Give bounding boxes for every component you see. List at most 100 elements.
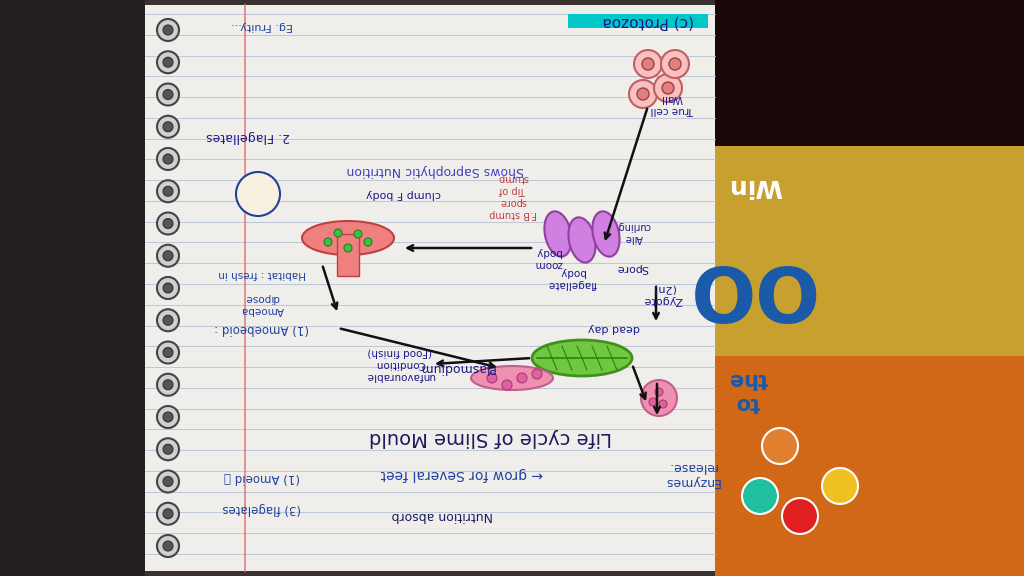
Text: (3) flagelates: (3) flagelates — [222, 502, 301, 514]
Circle shape — [163, 154, 173, 164]
Bar — [568, 14, 708, 28]
Bar — [337, 234, 359, 276]
Circle shape — [634, 50, 662, 78]
Circle shape — [822, 468, 858, 504]
Circle shape — [163, 218, 173, 229]
Text: Eg. Fruity...: Eg. Fruity... — [231, 21, 293, 31]
Circle shape — [782, 498, 818, 534]
Text: 2. Flagellates: 2. Flagellates — [206, 130, 290, 142]
Circle shape — [157, 84, 179, 105]
Ellipse shape — [471, 366, 553, 390]
Circle shape — [334, 229, 342, 237]
Circle shape — [157, 180, 179, 202]
Text: ← grow for Several feet: ← grow for Several feet — [381, 467, 543, 481]
Circle shape — [669, 58, 681, 70]
Text: dead day: dead day — [588, 323, 640, 333]
Circle shape — [517, 373, 527, 383]
Circle shape — [637, 88, 649, 100]
Text: Win: Win — [728, 174, 782, 198]
Ellipse shape — [532, 340, 632, 376]
Circle shape — [157, 342, 179, 363]
Circle shape — [654, 74, 682, 102]
Text: Habitat : fresh in: Habitat : fresh in — [218, 269, 306, 279]
Text: to
the: to the — [728, 369, 768, 412]
Circle shape — [157, 148, 179, 170]
Circle shape — [163, 57, 173, 67]
Text: F.B stump
spore: F.B stump spore — [489, 197, 537, 219]
Circle shape — [163, 251, 173, 261]
Circle shape — [629, 80, 657, 108]
Circle shape — [157, 535, 179, 557]
Text: (1) Amoebeoid :: (1) Amoebeoid : — [215, 321, 309, 335]
Circle shape — [344, 244, 352, 252]
Circle shape — [236, 172, 280, 216]
Text: (c) Protozoa: (c) Protozoa — [602, 14, 694, 29]
Text: Amoeba
dipose: Amoeba dipose — [241, 293, 284, 315]
Ellipse shape — [568, 217, 596, 263]
Circle shape — [324, 238, 332, 246]
Text: OO: OO — [683, 249, 813, 323]
Text: Life cycle of Slime Mould: Life cycle of Slime Mould — [369, 429, 611, 448]
Circle shape — [642, 58, 654, 70]
Circle shape — [502, 380, 512, 390]
Circle shape — [157, 406, 179, 428]
Circle shape — [157, 503, 179, 525]
Circle shape — [532, 369, 542, 379]
Bar — [0, 0, 145, 576]
Circle shape — [163, 283, 173, 293]
Circle shape — [662, 82, 674, 94]
Circle shape — [662, 50, 689, 78]
Circle shape — [157, 309, 179, 331]
Circle shape — [659, 400, 667, 408]
Circle shape — [163, 476, 173, 487]
Bar — [145, 5, 715, 571]
Circle shape — [742, 478, 778, 514]
Circle shape — [163, 186, 173, 196]
Circle shape — [157, 19, 179, 41]
Circle shape — [163, 541, 173, 551]
Circle shape — [157, 213, 179, 234]
Circle shape — [163, 412, 173, 422]
Circle shape — [649, 398, 657, 406]
Text: Plasmodium: Plasmodium — [419, 362, 496, 374]
Text: True cell
Wall: True cell Wall — [650, 93, 693, 115]
Text: Spore: Spore — [616, 263, 648, 273]
Text: (1) Amoeid ।: (1) Amoeid । — [224, 472, 300, 484]
Circle shape — [157, 277, 179, 299]
Circle shape — [163, 315, 173, 325]
Circle shape — [163, 89, 173, 100]
Ellipse shape — [545, 211, 571, 257]
Circle shape — [354, 230, 362, 238]
Circle shape — [157, 51, 179, 73]
Circle shape — [641, 380, 677, 416]
Circle shape — [364, 238, 372, 246]
Text: clump F body: clump F body — [366, 189, 440, 199]
Circle shape — [163, 444, 173, 454]
Text: Tip of
stump: Tip of stump — [498, 173, 528, 195]
Circle shape — [157, 374, 179, 396]
Ellipse shape — [593, 211, 620, 257]
Circle shape — [157, 438, 179, 460]
Circle shape — [487, 373, 497, 383]
Circle shape — [163, 380, 173, 390]
Text: Zygote
(2n): Zygote (2n) — [643, 283, 683, 305]
Text: zoom
body: zoom body — [534, 247, 562, 269]
Text: Aile
curling: Aile curling — [617, 221, 650, 243]
Circle shape — [157, 245, 179, 267]
Circle shape — [762, 428, 798, 464]
Circle shape — [163, 347, 173, 358]
Circle shape — [157, 116, 179, 138]
Circle shape — [163, 25, 173, 35]
Text: flagellate
body: flagellate body — [548, 267, 597, 289]
Bar — [715, 0, 1024, 146]
Text: Nutrition absorb: Nutrition absorb — [391, 510, 493, 522]
Text: Enzymes
release.: Enzymes release. — [664, 460, 720, 488]
Text: unfavourable
Condition
(Food finish): unfavourable Condition (Food finish) — [366, 347, 434, 381]
Bar — [715, 356, 1024, 576]
Circle shape — [163, 122, 173, 132]
Ellipse shape — [302, 221, 394, 255]
Circle shape — [157, 471, 179, 492]
Bar — [715, 0, 1024, 576]
Text: Shows Saprophytic Nutrition: Shows Saprophytic Nutrition — [346, 164, 523, 176]
Circle shape — [655, 388, 663, 396]
